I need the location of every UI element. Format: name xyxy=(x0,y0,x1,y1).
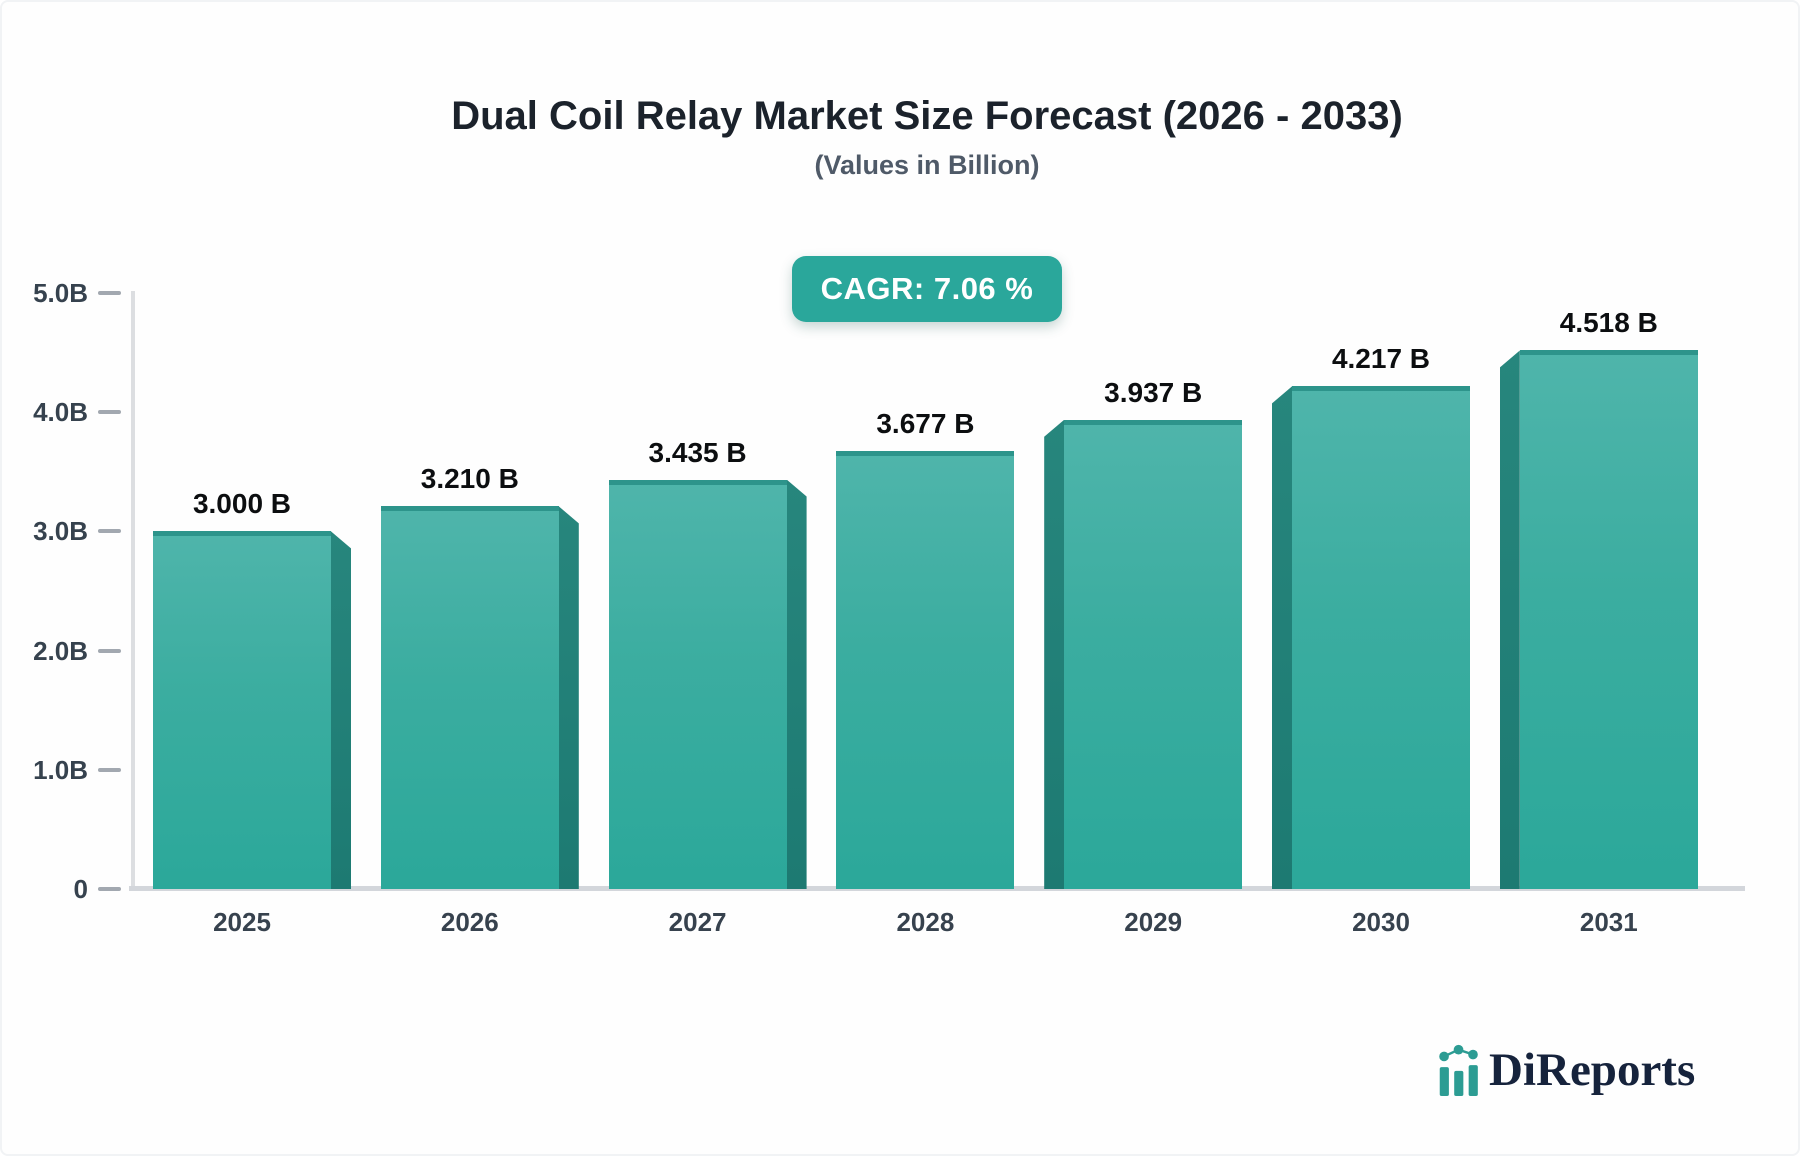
x-axis-label-2028: 2028 xyxy=(896,907,955,937)
y-axis-tick-mark xyxy=(98,291,121,295)
y-axis-tick-mark xyxy=(98,529,121,534)
bar-value-label: 3.435 B xyxy=(648,436,747,468)
brand-logo: DiReports xyxy=(1436,1042,1695,1096)
bar-2028 xyxy=(836,450,1015,889)
bar-2031 xyxy=(1519,350,1698,889)
bar-top-edge xyxy=(836,450,1015,456)
bar-3d-side-2029 xyxy=(1044,419,1065,889)
bar-line-chart-icon xyxy=(1439,1044,1478,1096)
bar-2027 xyxy=(608,479,787,889)
chart-subtitle: (Values in Billion) xyxy=(814,150,1040,180)
bar-value-label: 3.000 B xyxy=(192,488,292,520)
bar-top-edge xyxy=(1519,350,1698,356)
x-axis-label-2031: 2031 xyxy=(1579,907,1638,937)
chart-title: Dual Coil Relay Market Size Forecast (20… xyxy=(451,94,1403,138)
cagr-badge: CAGR: 7.06 % xyxy=(792,256,1062,322)
y-axis-tick-label: 5.0B xyxy=(33,278,88,308)
bar-3d-side-2026 xyxy=(558,506,579,889)
bar-2026 xyxy=(380,506,559,889)
bar-value-label: 3.210 B xyxy=(420,463,519,495)
bar-value-label: 3.937 B xyxy=(1104,376,1203,408)
x-axis-label-2030: 2030 xyxy=(1352,907,1410,937)
bar-top-edge xyxy=(608,479,787,485)
bar-top-edge xyxy=(1292,386,1470,392)
bar-3d-side-2030 xyxy=(1272,386,1292,889)
y-axis-tick-label: 3.0B xyxy=(33,516,88,547)
y-axis-line xyxy=(131,291,135,891)
bar-2025 xyxy=(153,531,331,889)
x-axis-label-2025: 2025 xyxy=(213,907,271,937)
y-axis-tick-mark xyxy=(98,767,121,772)
y-axis-tick-label: 2.0B xyxy=(33,635,88,666)
y-axis-tick-mark xyxy=(98,887,121,891)
x-axis-label-2027: 2027 xyxy=(668,907,727,937)
bar-3d-side-2031 xyxy=(1499,350,1520,889)
bar-value-label: 4.518 B xyxy=(1559,307,1658,339)
brand-logo-text: DiReports xyxy=(1489,1044,1696,1096)
bar-3d-side-2027 xyxy=(786,479,807,889)
y-axis-tick-mark xyxy=(98,648,121,653)
bar-2030 xyxy=(1292,386,1470,889)
y-axis-tick-label: 0 xyxy=(73,874,88,904)
bar-top-edge xyxy=(153,531,331,537)
x-axis-label-2026: 2026 xyxy=(440,907,499,937)
y-axis-tick-label: 4.0B xyxy=(33,397,88,428)
bar-value-label: 3.677 B xyxy=(876,407,975,439)
x-axis-label-2029: 2029 xyxy=(1124,907,1183,937)
bar-top-edge xyxy=(380,506,559,512)
bar-top-edge xyxy=(1064,419,1243,425)
bar-3d-side-2025 xyxy=(331,531,351,889)
bar-value-label: 4.217 B xyxy=(1331,343,1431,375)
bar-2029 xyxy=(1064,419,1243,889)
y-axis-tick-mark xyxy=(98,410,121,415)
y-axis-tick-label: 1.0B xyxy=(33,754,88,785)
